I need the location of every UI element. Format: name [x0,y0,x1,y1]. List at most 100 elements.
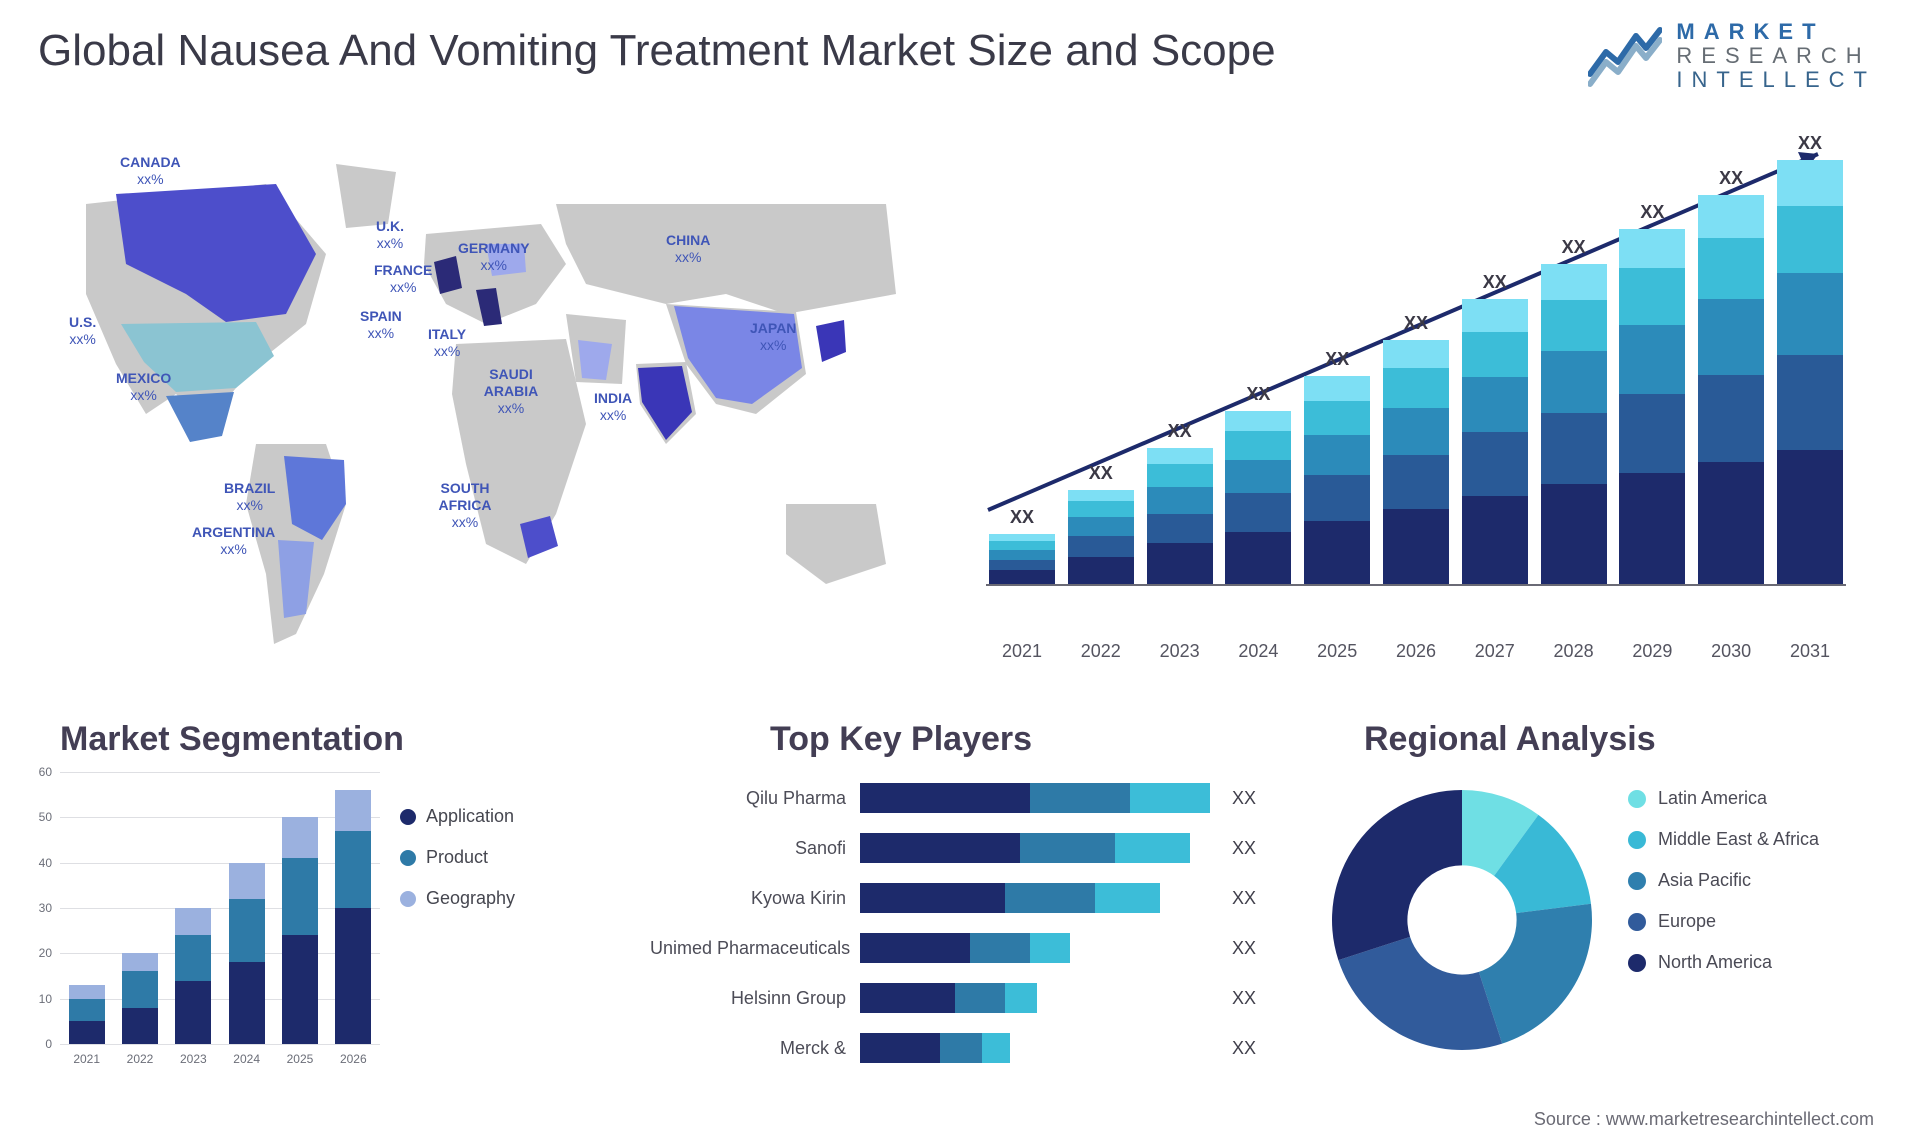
seg-bar-seg [282,935,318,1044]
bar-2022: XX [1069,463,1133,584]
bar-label: XX [1562,237,1586,258]
bar-seg [1619,394,1685,473]
bar-seg [1698,299,1764,375]
bar-label: XX [1246,384,1270,405]
logo-line1: MARKET [1676,20,1876,44]
regional-donut [1322,780,1602,1060]
regional-legend-label: Europe [1658,911,1716,932]
seg-bar-seg [122,1008,158,1044]
bar-seg [1304,475,1370,520]
bar-label: XX [1798,133,1822,154]
seg-bar-seg [282,858,318,935]
keyplayer-value: XX [1232,988,1256,1009]
bar-2028: XX [1542,237,1606,584]
map-label-india: INDIAxx% [594,390,632,424]
regional-title: Regional Analysis [1364,720,1656,759]
keyplayer-seg [1020,833,1115,863]
map-india [638,366,692,440]
bar-label: XX [1404,313,1428,334]
seg-bar-2021 [69,985,105,1044]
bar-seg [1777,273,1843,356]
bar-seg [1304,521,1370,584]
seg-bar-seg [69,1021,105,1044]
bar-seg [1541,351,1607,413]
seg-ytick: 20 [39,946,52,960]
bar-seg [1698,195,1764,238]
keyplayer-seg [1005,883,1095,913]
bar-seg [1068,501,1134,517]
bar-seg [1777,450,1843,584]
seg-ytick: 0 [45,1037,52,1051]
seg-legend-label: Geography [426,888,515,909]
seg-xlabel: 2023 [180,1052,207,1066]
bar-seg [1225,493,1291,531]
bar-seg [1383,455,1449,509]
segmentation-legend: ApplicationProductGeography [400,806,515,929]
map-label-japan: JAPANxx% [750,320,796,354]
keyplayers-title: Top Key Players [770,720,1032,759]
keyplayer-row: Unimed PharmaceuticalsXX [650,926,1290,970]
bar-seg [1541,413,1607,484]
seg-bar-seg [69,999,105,1022]
segmentation-chart: 0102030405060 202120222023202420252026 [30,772,380,1072]
map-label-germany: GERMANYxx% [458,240,530,274]
donut-slice [1479,904,1592,1044]
keyplayer-seg [860,783,1030,813]
seg-bar-seg [335,790,371,831]
keyplayer-seg [1005,983,1037,1013]
bar-2021: XX [990,507,1054,584]
bar-xlabel: 2021 [990,641,1054,662]
seg-ytick: 10 [39,992,52,1006]
bar-xlabel: 2031 [1778,641,1842,662]
bar-seg [1383,368,1449,408]
keyplayer-value: XX [1232,788,1256,809]
bar-seg [989,534,1055,541]
donut-slice [1332,790,1462,960]
bar-seg [1777,206,1843,273]
map-label-uk: U.K.xx% [376,218,404,252]
keyplayer-row: Helsinn GroupXX [650,976,1290,1020]
map-label-mexico: MEXICOxx% [116,370,171,404]
bar-2031: XX [1778,133,1842,584]
bar-label: XX [1168,421,1192,442]
seg-bar-seg [229,863,265,899]
bar-2027: XX [1463,272,1527,584]
seg-bar-2022 [122,953,158,1044]
logo-mark-icon [1588,24,1662,88]
seg-bar-seg [282,817,318,858]
map-label-china: CHINAxx% [666,232,710,266]
bar-seg [1068,490,1134,501]
bar-2026: XX [1384,313,1448,584]
bar-xlabel: 2025 [1305,641,1369,662]
keyplayer-value: XX [1232,938,1256,959]
keyplayer-seg [982,1033,1010,1063]
barchart-bars: XXXXXXXXXXXXXXXXXXXXXX [986,156,1846,584]
bar-seg [1541,300,1607,351]
keyplayer-name: Sanofi [650,838,860,859]
keyplayer-name: Merck & [650,1038,860,1059]
seg-bar-seg [335,908,371,1044]
map-label-us: U.S.xx% [69,314,96,348]
seg-ytick: 30 [39,901,52,915]
bar-label: XX [1483,272,1507,293]
regional-legend-label: Latin America [1658,788,1767,809]
bar-seg [1383,340,1449,368]
bar-seg [1383,509,1449,584]
bar-2025: XX [1305,349,1369,584]
seg-ytick: 60 [39,765,52,779]
keyplayer-seg [1030,783,1130,813]
segmentation-title: Market Segmentation [60,720,404,759]
map-label-italy: ITALYxx% [428,326,466,360]
market-size-barchart: XXXXXXXXXXXXXXXXXXXXXX 20212022202320242… [986,156,1846,626]
bar-xlabel: 2026 [1384,641,1448,662]
map-label-brazil: BRAZILxx% [224,480,275,514]
bar-xlabel: 2023 [1148,641,1212,662]
seg-legend-item: Geography [400,888,515,909]
seg-bar-2025 [282,817,318,1044]
seg-xlabel: 2026 [340,1052,367,1066]
bar-seg [1698,375,1764,462]
keyplayer-seg [955,983,1005,1013]
regional-legend-item: North America [1628,952,1819,973]
bar-xlabel: 2027 [1463,641,1527,662]
regional-legend: Latin AmericaMiddle East & AfricaAsia Pa… [1628,788,1819,993]
